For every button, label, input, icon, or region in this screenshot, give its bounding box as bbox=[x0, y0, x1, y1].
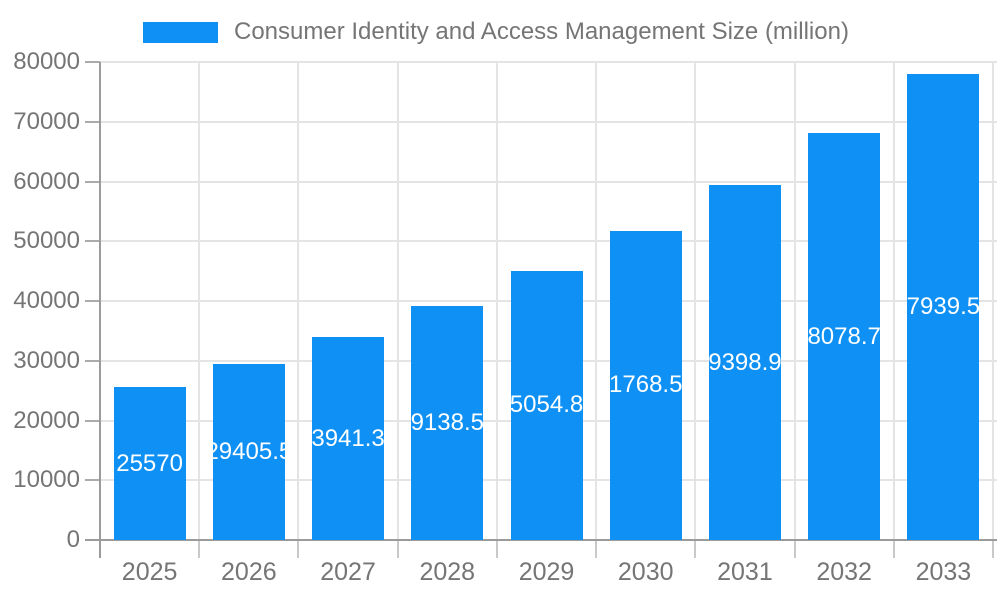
bar[interactable]: 51768.53 bbox=[609, 230, 682, 540]
bar[interactable]: 59398.97 bbox=[708, 185, 781, 540]
x-axis-tick-label: 2031 bbox=[717, 558, 773, 586]
gridline-horizontal bbox=[100, 180, 997, 183]
bar-value-label: 59398.97 bbox=[708, 348, 781, 376]
x-axis-tick-label: 2033 bbox=[915, 558, 972, 586]
gridline-horizontal bbox=[100, 120, 997, 123]
gridline-vertical bbox=[892, 62, 895, 540]
x-axis-tick bbox=[595, 540, 598, 558]
x-axis-tick bbox=[396, 540, 399, 558]
y-axis-tick-label: 60000 bbox=[13, 167, 80, 195]
bar-value-label: 51768.53 bbox=[609, 371, 682, 399]
bar-value-label: 77939.55 bbox=[907, 293, 980, 321]
y-axis-tick-label: 20000 bbox=[13, 406, 80, 434]
bar[interactable]: 33941.33 bbox=[312, 337, 385, 540]
y-axis-tick-label: 10000 bbox=[13, 466, 80, 494]
gridline-vertical bbox=[396, 62, 399, 540]
legend-swatch-icon[interactable] bbox=[143, 21, 218, 43]
y-axis-tick bbox=[85, 359, 100, 362]
x-axis-tick-label: 2025 bbox=[121, 558, 178, 586]
x-axis-tick-label: 2028 bbox=[419, 558, 476, 586]
y-axis-tick bbox=[85, 120, 100, 123]
x-axis-tick-label: 2030 bbox=[617, 558, 674, 586]
y-axis-tick-label: 40000 bbox=[13, 287, 80, 314]
gridline-vertical bbox=[694, 62, 697, 540]
x-axis-line bbox=[85, 539, 997, 541]
gridline-vertical bbox=[198, 62, 201, 540]
x-axis-tick-label: 2032 bbox=[816, 558, 872, 586]
y-axis-tick bbox=[85, 240, 100, 243]
bar-value-label: 33941.33 bbox=[312, 424, 385, 452]
y-axis-tick bbox=[85, 300, 100, 302]
x-axis-tick-label: 2026 bbox=[221, 558, 277, 586]
bar[interactable]: 29405.5 bbox=[212, 364, 285, 540]
gridline-vertical bbox=[595, 62, 598, 540]
y-axis-tick-label: 80000 bbox=[13, 48, 80, 75]
bar-value-label: 29405.5 bbox=[213, 438, 285, 466]
y-axis-tick-label: 0 bbox=[66, 526, 80, 553]
legend-label: Consumer Identity and Access Management … bbox=[234, 18, 849, 45]
bar-value-label: 45054.83 bbox=[510, 391, 583, 419]
x-axis-tick bbox=[694, 540, 697, 558]
bar-value-label: 68078.75 bbox=[808, 322, 881, 350]
y-axis-tick bbox=[85, 479, 100, 482]
x-axis-tick bbox=[198, 540, 201, 558]
y-axis-line bbox=[99, 62, 101, 558]
bar[interactable]: 77939.55 bbox=[907, 74, 980, 540]
gridline-vertical bbox=[495, 62, 498, 540]
y-axis-tick bbox=[85, 419, 100, 422]
y-axis-tick bbox=[85, 61, 100, 63]
x-axis-tick bbox=[297, 540, 300, 558]
x-axis-tick-label: 2029 bbox=[518, 558, 575, 586]
y-axis-tick-label: 50000 bbox=[13, 227, 80, 255]
x-axis-tick bbox=[793, 540, 796, 558]
x-axis-tick bbox=[892, 540, 895, 558]
y-axis-tick-label: 30000 bbox=[13, 346, 80, 374]
bar-value-label: 25570 bbox=[116, 449, 183, 477]
bar[interactable]: 25570 bbox=[113, 387, 186, 540]
bar-value-label: 39138.57 bbox=[411, 409, 484, 437]
gridline-horizontal bbox=[100, 61, 997, 63]
gridline-horizontal bbox=[100, 240, 997, 243]
gridline-vertical bbox=[297, 62, 300, 540]
bar[interactable]: 39138.57 bbox=[411, 306, 484, 540]
x-axis-tick bbox=[992, 540, 994, 558]
legend-item[interactable]: Consumer Identity and Access Management … bbox=[143, 18, 849, 46]
x-axis-tick bbox=[495, 540, 498, 558]
y-axis-tick-label: 70000 bbox=[13, 107, 80, 135]
y-axis-tick bbox=[85, 180, 100, 183]
bar[interactable]: 45054.83 bbox=[510, 270, 583, 540]
bar[interactable]: 68078.75 bbox=[808, 133, 881, 540]
x-axis-tick-label: 2027 bbox=[320, 558, 376, 586]
gridline-vertical bbox=[793, 62, 796, 540]
gridline-vertical bbox=[992, 62, 994, 540]
